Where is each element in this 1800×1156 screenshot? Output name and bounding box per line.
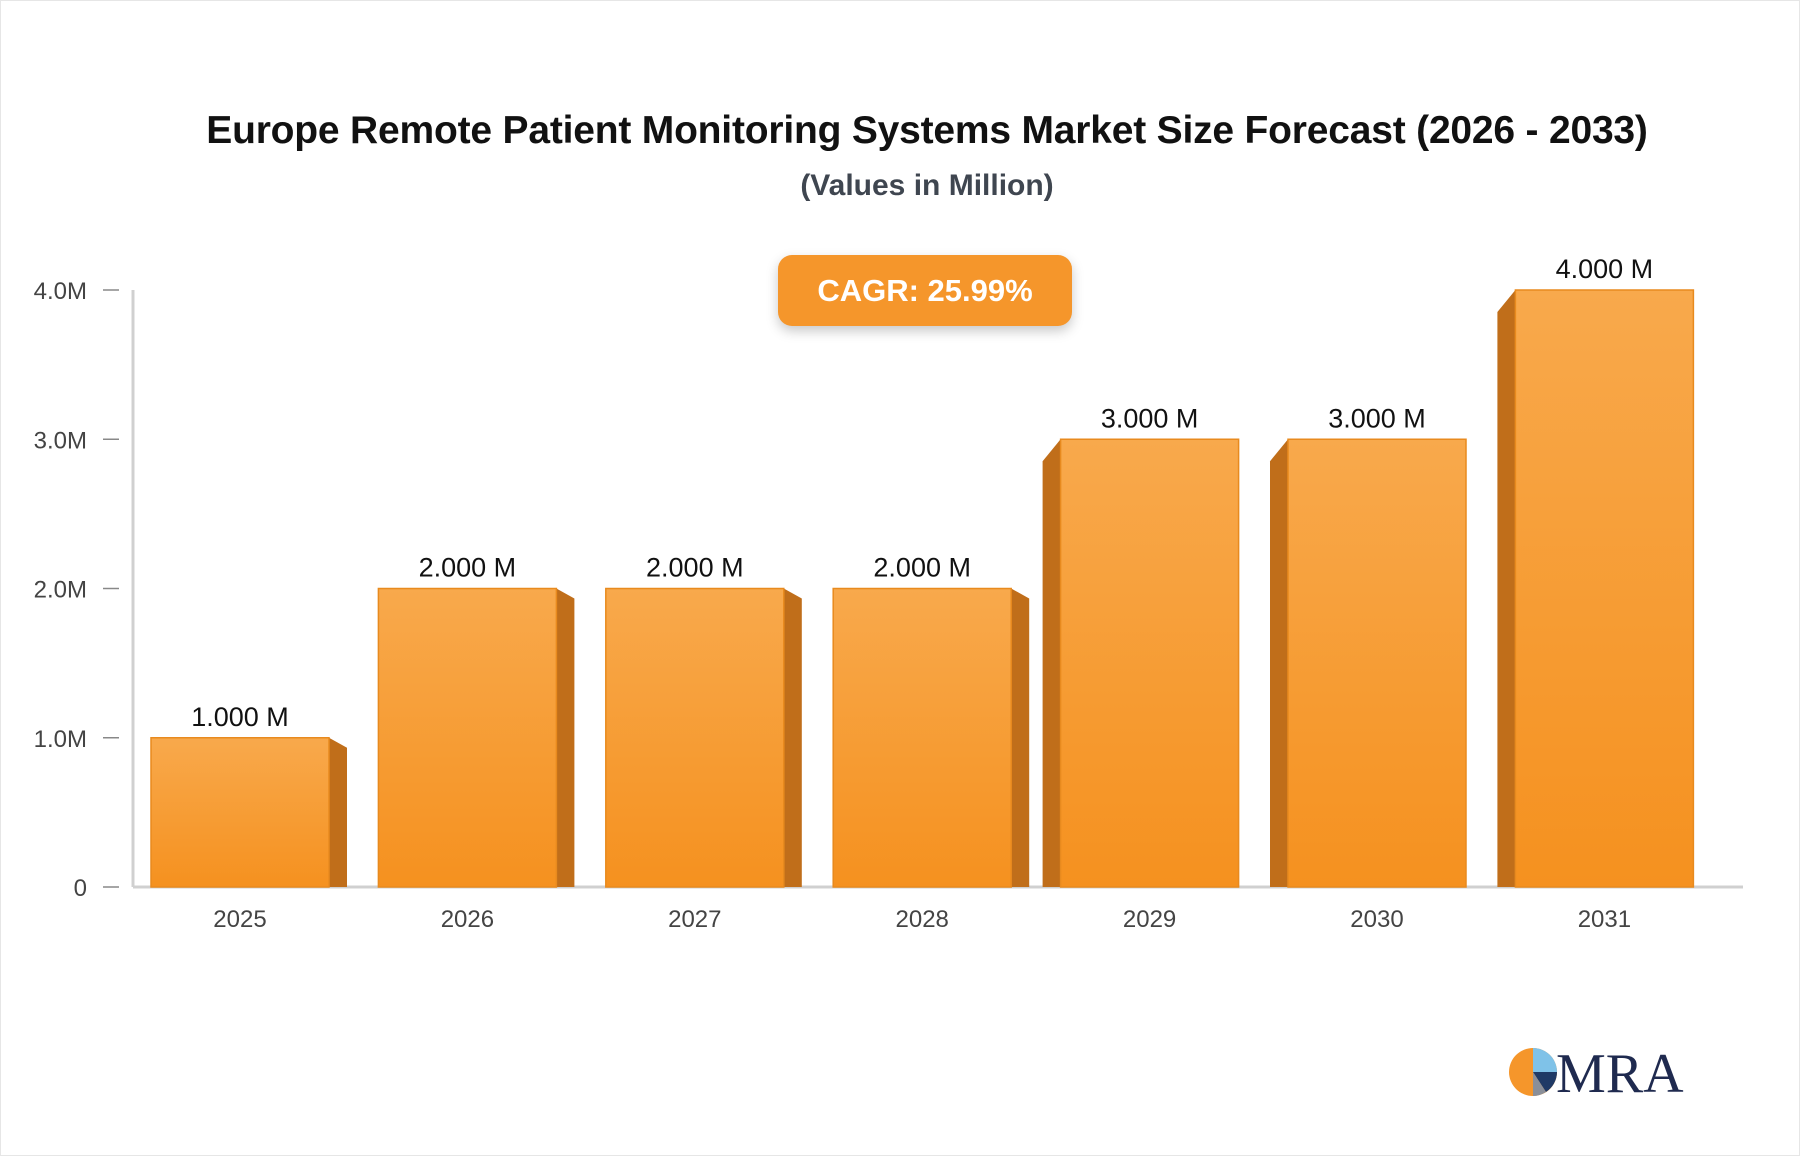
bar-front-2026	[377, 587, 558, 888]
bar-front-2027	[605, 587, 785, 888]
bar-2031	[1497, 289, 1695, 888]
bar-2026	[377, 587, 575, 888]
bar-side-2031	[1497, 290, 1516, 887]
bar-2029	[1042, 438, 1240, 888]
y-tick-label: 4.0M	[34, 278, 87, 305]
bar-side-2025	[329, 737, 347, 887]
value-label-2029: 3.000 M	[1101, 403, 1199, 433]
x-tick-label-2029: 2029	[1123, 906, 1176, 933]
chart-title: Europe Remote Patient Monitoring Systems…	[206, 109, 1648, 152]
mra-logo: MRA	[1509, 1043, 1684, 1105]
x-tick-label-2030: 2030	[1350, 906, 1403, 933]
value-label-2026: 2.000 M	[419, 553, 517, 583]
bar-side-2030	[1270, 439, 1288, 887]
bar-2028	[832, 587, 1030, 888]
bar-front-2029	[1059, 438, 1240, 888]
y-tick-label: 0	[74, 875, 87, 902]
bar-side-2027	[783, 588, 802, 887]
bar-side-2029	[1042, 439, 1061, 887]
value-label-2031: 4.000 M	[1556, 254, 1654, 284]
x-tick-label-2028: 2028	[896, 906, 949, 933]
bar-2027	[605, 587, 802, 888]
chart-bars	[150, 289, 1695, 888]
bar-front-2028	[832, 587, 1012, 888]
pie-logo-icon	[1509, 1048, 1557, 1096]
chart-labels: 1.000 M 2025 2.000 M 2026 2.000 M 2027 2.000 M…	[191, 254, 1653, 933]
value-label-2027: 2.000 M	[646, 553, 744, 583]
logo-text: MRA	[1556, 1043, 1684, 1105]
bar-2030	[1270, 438, 1467, 888]
y-tick-label: 1.0M	[34, 726, 87, 753]
x-tick-label-2027: 2027	[668, 906, 721, 933]
chart-subtitle: (Values in Million)	[800, 169, 1054, 202]
value-label-2030: 3.000 M	[1328, 403, 1426, 433]
bar-front-2030	[1287, 438, 1467, 888]
y-tick-label: 2.0M	[34, 577, 87, 604]
chart-axes: 0 1.0M 2.0M 3.0M 4.0M	[34, 278, 1743, 902]
x-tick-label-2026: 2026	[441, 906, 494, 933]
value-label-2025: 1.000 M	[191, 702, 289, 732]
bar-side-2026	[556, 588, 575, 887]
cagr-badge: CAGR: 25.99%	[778, 255, 1072, 326]
x-tick-label-2031: 2031	[1578, 906, 1631, 933]
value-label-2028: 2.000 M	[873, 553, 971, 583]
x-tick-label-2025: 2025	[213, 906, 266, 933]
bar-front-2025	[150, 737, 330, 888]
y-tick-label: 3.0M	[34, 427, 87, 454]
bar-side-2028	[1011, 588, 1030, 887]
bar-2025	[150, 737, 347, 888]
bar-front-2031	[1514, 289, 1695, 888]
